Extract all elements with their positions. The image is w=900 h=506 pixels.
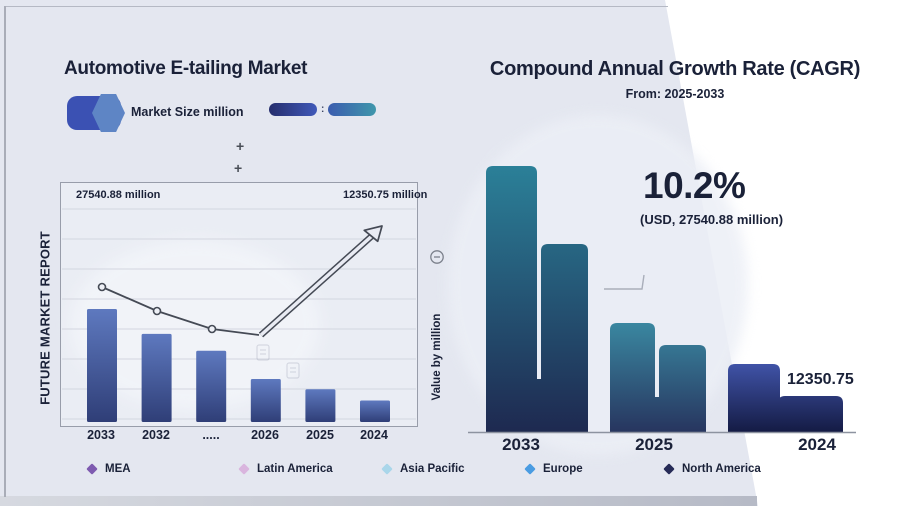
forecast-arrow-head: [363, 225, 383, 243]
value-callout: 12350.75: [787, 371, 854, 388]
trend-marker: [97, 282, 107, 292]
bar-2024-secondary: [778, 396, 843, 432]
bar-2033-primary: [486, 166, 537, 432]
pill-secondary: [328, 103, 377, 116]
step-decoration: [604, 274, 645, 290]
legend-label: Latin America: [257, 463, 333, 475]
bar-2025-primary: [610, 323, 655, 432]
legend-item-asia-pacific: Asia Pacific: [381, 463, 465, 475]
minus-circle-icon: [430, 250, 444, 264]
pill-separator: :: [321, 104, 325, 115]
trend-line: [101, 286, 260, 336]
series-label: Market Size million: [131, 105, 244, 119]
future-market-report-watermark: FUTURE MARKET REPORT: [37, 231, 53, 405]
x-label-2033: 2033: [502, 435, 540, 454]
bar-2026: [250, 379, 281, 422]
annotation-left: 27540.88 million: [76, 189, 161, 201]
plus-decoration-1: +: [236, 138, 245, 154]
legend-swatch: [238, 463, 250, 475]
bar-2033-secondary: [541, 244, 588, 432]
bar-2025: [305, 389, 336, 422]
page-title: Automotive E-tailing Market: [64, 58, 308, 79]
left-chart: 27540.88 million 12350.75 million: [60, 182, 427, 427]
legend-label: Asia Pacific: [400, 463, 465, 475]
legend-label: MEA: [105, 463, 131, 475]
x-label-2026: 2026: [251, 428, 279, 442]
bottom-bar: [0, 496, 757, 506]
trend-marker: [207, 324, 217, 334]
legend-label: North America: [682, 463, 761, 475]
pill-primary: [269, 103, 317, 116]
market-size-swatch-icon: [67, 94, 125, 132]
bar-2024-primary: [728, 364, 780, 432]
x-label-2033: 2033: [87, 428, 115, 442]
clipboard-watermark-icon: [256, 344, 270, 361]
ratio-pills: :: [269, 103, 377, 116]
legend-item-north-america: North America: [663, 463, 761, 475]
cagr-note: (USD, 27540.88 million): [640, 212, 784, 227]
legend-item-mea: MEA: [86, 463, 131, 475]
x-label-2024: 2024: [798, 435, 836, 454]
legend-swatch: [381, 463, 393, 475]
x-label-2024: 2024: [360, 428, 388, 442]
left-chart-plot: [62, 208, 416, 422]
x-label-.....: .....: [202, 428, 220, 442]
forecast-arrow-shaft-inner: [259, 233, 375, 337]
annotation-right: 12350.75 million: [343, 189, 428, 201]
bar-.....: [196, 350, 227, 422]
x-label-2025: 2025: [306, 428, 334, 442]
x-label-2025: 2025: [635, 435, 673, 454]
bar-2032: [141, 333, 172, 422]
value-axis-label: Value by million: [431, 313, 443, 401]
right-chart-plot: [468, 166, 856, 434]
frame-left-line: [4, 6, 6, 497]
right-chart: 2033 2025 2024 12350.75: [465, 155, 870, 454]
legend-swatch: [663, 463, 675, 475]
cagr-value: 10.2%: [643, 165, 746, 206]
legend-item-europe: Europe: [524, 463, 583, 475]
legend-label: Europe: [543, 463, 583, 475]
legend-item-latin-america: Latin America: [238, 463, 333, 475]
x-label-2032: 2032: [142, 428, 170, 442]
legend-swatch: [86, 463, 98, 475]
clipboard-watermark-icon: [286, 362, 300, 379]
legend-swatch: [524, 463, 536, 475]
cagr-range: From: 2025-2033: [625, 87, 725, 101]
cagr-title: Compound Annual Growth Rate (CAGR): [489, 58, 861, 80]
bar-2033: [87, 309, 117, 422]
trend-marker: [152, 306, 162, 316]
bar-2025-secondary: [659, 345, 706, 432]
legend: MEA Latin America Asia Pacific Europe North …: [0, 463, 900, 485]
plus-decoration-2: +: [234, 160, 243, 176]
frame-top-line: [4, 6, 668, 7]
bar-2024: [360, 400, 390, 422]
